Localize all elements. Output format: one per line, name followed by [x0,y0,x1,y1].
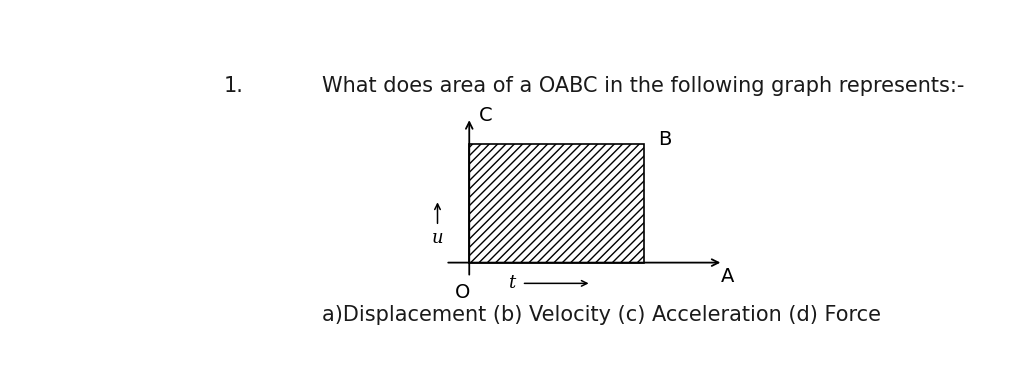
Text: C: C [479,106,493,126]
Text: a)Displacement (b) Velocity (c) Acceleration (d) Force: a)Displacement (b) Velocity (c) Accelera… [323,305,882,325]
Text: u: u [432,229,443,247]
Text: What does area of a OABC in the following graph represents:-: What does area of a OABC in the followin… [323,76,965,96]
Text: A: A [721,267,734,286]
Text: t: t [508,275,515,292]
Text: 1.: 1. [223,76,243,96]
Bar [469,144,644,263]
Text: O: O [456,283,471,302]
Text: B: B [658,130,672,149]
